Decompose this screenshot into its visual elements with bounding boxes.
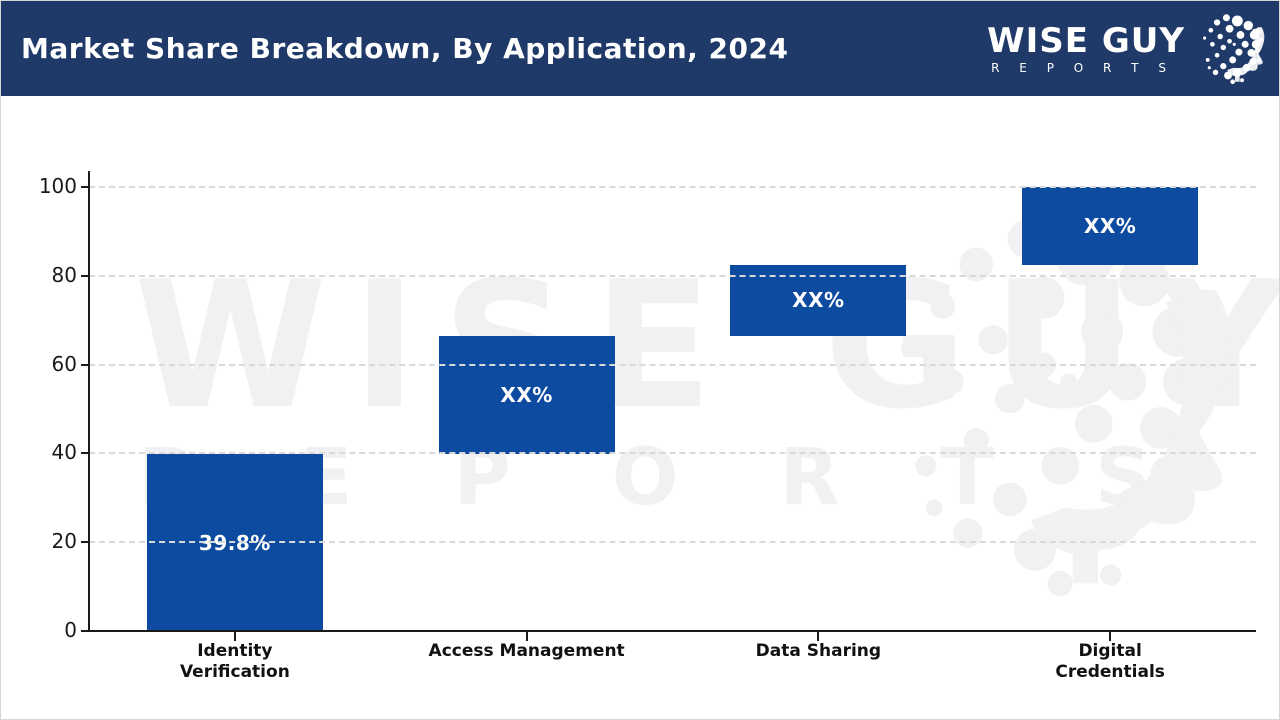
x-axis-category-label: Data Sharing: [673, 641, 965, 662]
logo-wordmark-line1: WISE GUY: [987, 20, 1185, 61]
y-tick-label: 20: [51, 529, 77, 554]
x-axis-category-label-line: Identity: [197, 641, 273, 661]
x-axis-category-label: Access Management: [381, 641, 673, 662]
gridline-y80: [89, 274, 1256, 277]
x-tick-mark: [817, 632, 820, 641]
y-tick-mark: [81, 363, 89, 366]
bar-value-label: XX%: [500, 383, 553, 407]
x-axis-category-label-line: Access Management: [428, 641, 625, 661]
bar-value-label: XX%: [792, 288, 845, 313]
y-tick-label: 40: [51, 440, 77, 465]
title-bar: Market Share Breakdown, By Application, …: [1, 1, 1279, 96]
x-axis-category-label-line: Credentials: [1055, 662, 1165, 682]
y-tick-label: 60: [51, 351, 77, 376]
y-tick-mark: [81, 541, 89, 544]
x-axis-line: [87, 630, 1256, 632]
x-tick-mark: [1109, 632, 1112, 641]
x-axis-category-label-line: Digital: [1078, 641, 1142, 661]
y-axis-line: [88, 171, 90, 632]
x-axis-category-label: Identity Verification: [89, 641, 381, 683]
y-tick-mark: [81, 186, 89, 188]
bar-access-management: XX%: [438, 335, 615, 455]
logo-wordmark: WISE GUY R E P O R T S: [987, 24, 1185, 75]
logo-wordmark-line2: R E P O R T S: [991, 60, 1174, 75]
logo-dotted-head-icon: [1189, 10, 1267, 88]
y-tick-label: 100: [38, 174, 77, 198]
y-tick-mark: [81, 630, 89, 632]
y-tick-mark: [81, 274, 89, 277]
y-tick-mark: [81, 452, 89, 455]
x-tick-mark: [233, 632, 236, 641]
x-tick-mark: [525, 632, 528, 641]
gridline-y20: [89, 541, 1256, 544]
x-axis-category-label: Digital Credentials: [964, 641, 1256, 683]
x-axis-category-label-line: Data Sharing: [755, 641, 882, 661]
bar-digital-credentials: XX%: [1022, 187, 1199, 265]
wise-guy-reports-logo: WISE GUY R E P O R T S: [987, 7, 1267, 91]
y-tick-label: 0: [64, 618, 77, 642]
gridline-y60: [89, 363, 1256, 366]
y-tick-label: 80: [51, 262, 77, 287]
page-title: Market Share Breakdown, By Application, …: [21, 32, 789, 65]
bar-value-label: XX%: [1083, 213, 1137, 238]
x-axis-category-label-line: Verification: [179, 662, 290, 682]
gridline-y40: [89, 452, 1256, 455]
gridline-y100: [89, 186, 1256, 188]
